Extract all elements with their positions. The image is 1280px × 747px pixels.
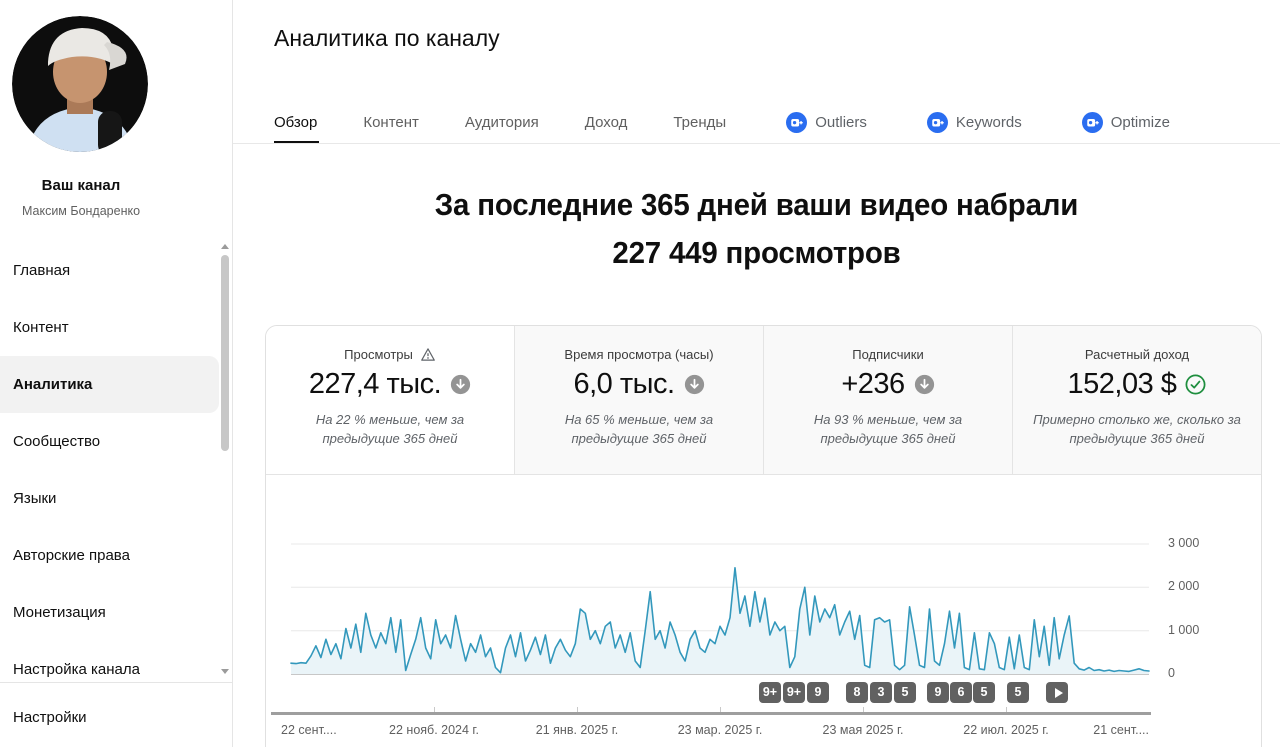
x-axis-label: 23 мар. 2025 г. <box>677 723 763 737</box>
channel-label: Ваш канал <box>41 177 121 194</box>
metric-watch-time-label-row: Время просмотра (часы) <box>515 347 763 362</box>
y-axis-label: 1 000 <box>1168 622 1200 637</box>
arrow-down-circle-icon <box>451 374 471 395</box>
y-axis-label: 2 000 <box>1168 579 1200 594</box>
y-axis-label: 3 000 <box>1168 536 1200 550</box>
metric-views-subtitle: На 22 % меньше, чем за предыдущие 365 дн… <box>315 412 465 446</box>
metric-revenue-value: 152,03 $ <box>1067 368 1177 400</box>
x-axis-label: 22 июл. 2025 г. <box>963 723 1049 737</box>
x-axis-label: 21 янв. 2025 г. <box>535 723 619 737</box>
sidebar-item-copyright[interactable]: Авторские права <box>13 547 130 564</box>
metric-card-revenue[interactable]: Расчетный доход 152,03 $ Примерно столько … <box>1012 326 1261 474</box>
upload-count-badge[interactable]: 8 <box>846 682 868 703</box>
metric-watch-time-subtitle: На 65 % меньше, чем за предыдущие 365 дн… <box>564 412 714 446</box>
metric-revenue-value-row: 152,03 $ <box>1013 368 1261 401</box>
summary-line-1: За последние 365 дней ваши видео набрали <box>434 187 1079 222</box>
metric-views-value: 227,4 тыс. <box>308 368 442 400</box>
upload-count-badge[interactable]: 9 <box>807 682 829 703</box>
sidebar-item-customization[interactable]: Настройка канала <box>13 661 140 678</box>
channel-name: Максим Бондаренко <box>21 204 141 218</box>
sidebar-item-community[interactable]: Сообщество <box>13 433 101 450</box>
analytics-card: Просмотры 227,4 тыс. На 22 % меньше, чем з… <box>265 325 1262 747</box>
tab-outliers[interactable]: Outliers <box>786 100 867 144</box>
vidiq-icon <box>926 111 948 133</box>
x-axis-label: 23 мая 2025 г. <box>822 723 904 737</box>
metric-revenue-label: Расчетный доход <box>1084 347 1190 362</box>
warning-icon <box>420 348 435 361</box>
metric-watch-time-value: 6,0 тыс. <box>573 368 675 400</box>
sidebar-item-languages[interactable]: Языки <box>13 490 57 507</box>
arrow-down-circle-icon <box>684 374 704 395</box>
metric-card-watch-time[interactable]: Время просмотра (часы) 6,0 тыс. На 65 % ме… <box>514 326 763 474</box>
upload-count-badge[interactable]: 9+ <box>783 682 805 703</box>
sidebar-divider <box>0 682 232 683</box>
tab-optimize-label: Optimize <box>1110 113 1170 131</box>
tab-audience[interactable]: Аудитория <box>464 113 539 131</box>
sidebar-item-home[interactable]: Главная <box>13 262 71 279</box>
metric-card-views[interactable]: Просмотры 227,4 тыс. На 22 % меньше, чем з… <box>266 326 514 474</box>
tab-keywords[interactable]: Keywords <box>926 100 1022 144</box>
upload-count-badge[interactable]: 5 <box>973 682 995 703</box>
upload-count-badge[interactable]: 9+ <box>759 682 781 703</box>
tab-overview[interactable]: Обзор <box>274 100 320 144</box>
metric-subscribers-label-row: Подписчики <box>764 347 1012 362</box>
page-title: Аналитика по каналу <box>274 25 500 51</box>
vidiq-icon <box>786 111 808 133</box>
metric-revenue-subtitle: Примерно столько же, сколько за предыдущ… <box>1033 412 1241 446</box>
scroll-up-icon[interactable] <box>221 244 229 249</box>
sidebar: Ваш канал Максим Бондаренко Главная Конте… <box>0 0 233 747</box>
tab-bar-divider <box>233 143 1280 144</box>
upload-count-badge[interactable]: 3 <box>870 682 892 703</box>
x-axis-label: 21 сент.... <box>1093 723 1149 737</box>
check-circle-icon <box>1185 374 1206 395</box>
sidebar-menu: Главная Контент Аналитика Сообщество Языки Ав… <box>0 242 222 682</box>
metric-subscribers-value-row: +236 <box>764 368 1012 401</box>
play-icon <box>1054 687 1063 698</box>
channel-avatar[interactable] <box>12 16 148 152</box>
summary-heading: За последние 365 дней ваши видео набрали… <box>259 181 1254 277</box>
metric-watch-time-value-row: 6,0 тыс. <box>515 368 763 401</box>
metric-watch-time-label: Время просмотра (часы) <box>564 347 714 362</box>
tab-revenue[interactable]: Доход <box>584 113 628 131</box>
tab-bar: Обзор Контент Аудитория Доход Тренды Outliers… <box>274 100 1170 144</box>
play-badge[interactable] <box>1046 682 1068 703</box>
views-chart: 3 000 2 000 1 000 0 22 сент.... 22 нояб. 2024… <box>266 474 1261 747</box>
avatar-image <box>12 16 148 152</box>
tab-content[interactable]: Контент <box>363 113 419 131</box>
metric-views-label: Просмотры <box>344 347 413 362</box>
arrow-down-circle-icon <box>914 374 934 395</box>
metric-card-subscribers[interactable]: Подписчики +236 На 93 % меньше, чем за пре… <box>763 326 1012 474</box>
upload-count-badge[interactable]: 5 <box>1007 682 1029 703</box>
sidebar-item-monetization[interactable]: Монетизация <box>13 604 106 621</box>
upload-count-badge[interactable]: 9 <box>927 682 949 703</box>
sidebar-item-analytics[interactable]: Аналитика <box>0 356 219 413</box>
upload-count-badge[interactable]: 6 <box>950 682 972 703</box>
sidebar-item-settings[interactable]: Настройки <box>13 709 87 726</box>
metric-subscribers-label: Подписчики <box>852 347 924 362</box>
main-content: Аналитика по каналу Обзор Контент Аудитори… <box>233 0 1280 747</box>
metric-views-label-row: Просмотры <box>266 347 514 362</box>
sidebar-item-content[interactable]: Контент <box>13 319 69 336</box>
metric-subscribers-subtitle: На 93 % меньше, чем за предыдущие 365 дн… <box>813 412 963 446</box>
upload-count-badge[interactable]: 5 <box>894 682 916 703</box>
y-axis-label: 0 <box>1168 666 1175 680</box>
metric-views-value-row: 227,4 тыс. <box>266 368 514 401</box>
x-axis-label: 22 сент.... <box>281 723 337 737</box>
sidebar-scrollbar[interactable] <box>221 244 229 680</box>
tab-outliers-label: Outliers <box>815 113 867 131</box>
tab-trends[interactable]: Тренды <box>673 113 727 131</box>
scrollbar-thumb[interactable] <box>221 255 229 451</box>
scroll-down-icon[interactable] <box>221 669 229 674</box>
tab-optimize[interactable]: Optimize <box>1081 100 1170 144</box>
key-metrics-strip: Просмотры 227,4 тыс. На 22 % меньше, чем з… <box>266 326 1261 475</box>
vidiq-icon <box>1081 111 1103 133</box>
x-axis-label: 22 нояб. 2024 г. <box>389 723 479 737</box>
metric-revenue-label-row: Расчетный доход <box>1013 347 1261 362</box>
tab-keywords-label: Keywords <box>955 113 1022 131</box>
metric-subscribers-value: +236 <box>841 368 905 400</box>
summary-line-2: 227 449 просмотров <box>612 235 901 270</box>
chart-plot[interactable] <box>266 474 1261 724</box>
